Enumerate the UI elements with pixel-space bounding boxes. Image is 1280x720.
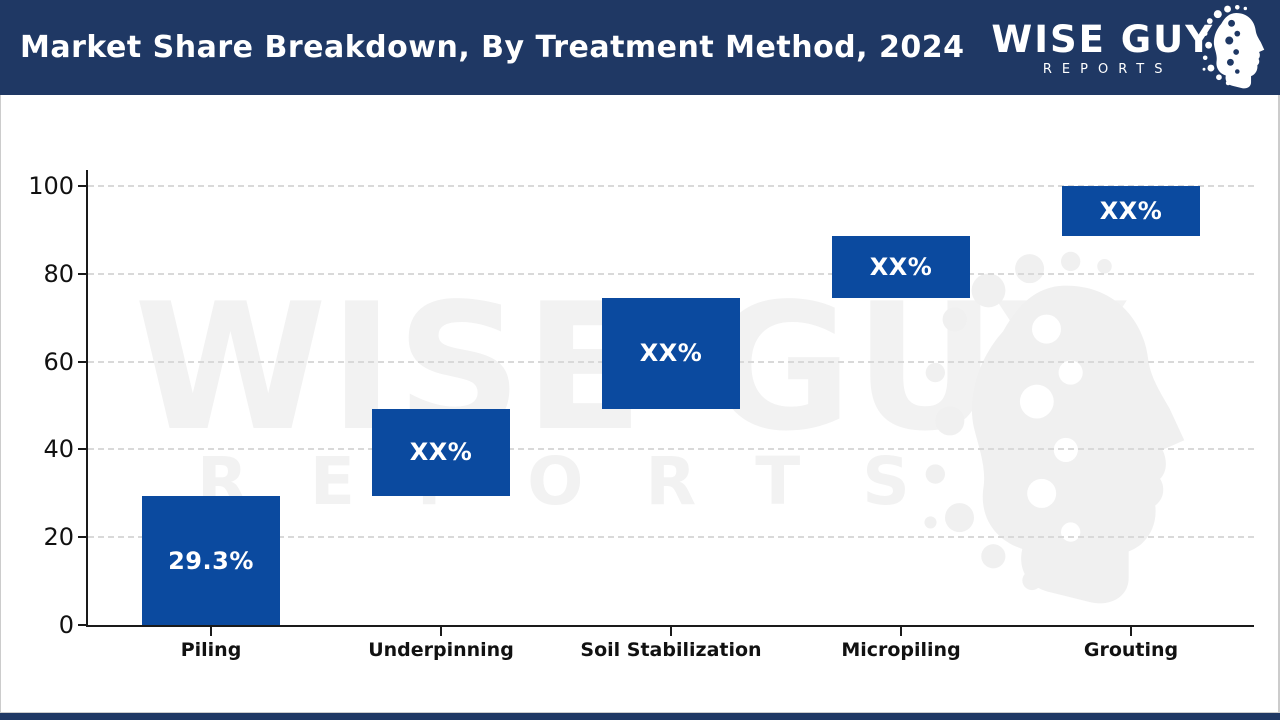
x-tick-label: Micropiling [841, 639, 961, 661]
y-tick-mark [78, 360, 87, 363]
x-tick-label: Underpinning [368, 639, 514, 661]
y-tick-mark [78, 185, 87, 187]
x-tick-label: Soil Stabilization [580, 639, 762, 661]
y-tick-label: 60 [43, 347, 74, 376]
bar-value-label: XX% [409, 438, 473, 467]
y-tick-mark [78, 448, 87, 451]
y-tick-label: 100 [28, 172, 74, 200]
y-gridline [88, 272, 1254, 275]
y-tick-mark [78, 272, 87, 275]
y-tick-label: 20 [43, 523, 74, 552]
bar-segment: XX% [602, 297, 740, 409]
y-tick-label: 40 [43, 435, 74, 464]
y-axis-line [86, 170, 88, 627]
logo-subtitle: REPORTS [1042, 61, 1173, 77]
bar-segment: XX% [1062, 186, 1200, 237]
bar-value-label: XX% [639, 339, 703, 368]
header-bar: Market Share Breakdown, By Treatment Met… [0, 0, 1280, 95]
logo-text: WISE GUY REPORTS [991, 17, 1214, 77]
y-gridline [88, 185, 1254, 187]
head-profile-icon [1202, 5, 1265, 89]
bar-segment: XX% [832, 236, 970, 298]
y-tick-label: 0 [58, 611, 74, 639]
bar-segment: XX% [372, 408, 510, 497]
bar-segment: 29.3% [142, 496, 280, 625]
y-gridline [88, 536, 1254, 539]
x-tick-mark [440, 627, 442, 636]
y-tick-mark [78, 536, 87, 539]
y-tick-label: 80 [43, 259, 74, 288]
footer-bar [0, 713, 1280, 720]
y-gridline [88, 448, 1254, 451]
y-tick-mark [78, 624, 87, 626]
wise-guy-reports-logo: WISE GUY REPORTS [991, 4, 1270, 92]
x-tick-mark [670, 627, 672, 636]
x-tick-mark [900, 627, 902, 636]
x-tick-label: Piling [180, 639, 242, 661]
bar-value-label: XX% [869, 252, 933, 281]
x-tick-label: Grouting [1083, 639, 1179, 661]
bar-value-label: XX% [1099, 197, 1163, 226]
x-tick-mark [1130, 627, 1132, 636]
bar-value-label: 29.3% [168, 546, 254, 575]
logo-wordmark: WISE GUY [991, 17, 1214, 61]
page-title: Market Share Breakdown, By Treatment Met… [20, 30, 965, 65]
x-axis-line [86, 625, 1254, 627]
x-tick-mark [210, 627, 212, 636]
